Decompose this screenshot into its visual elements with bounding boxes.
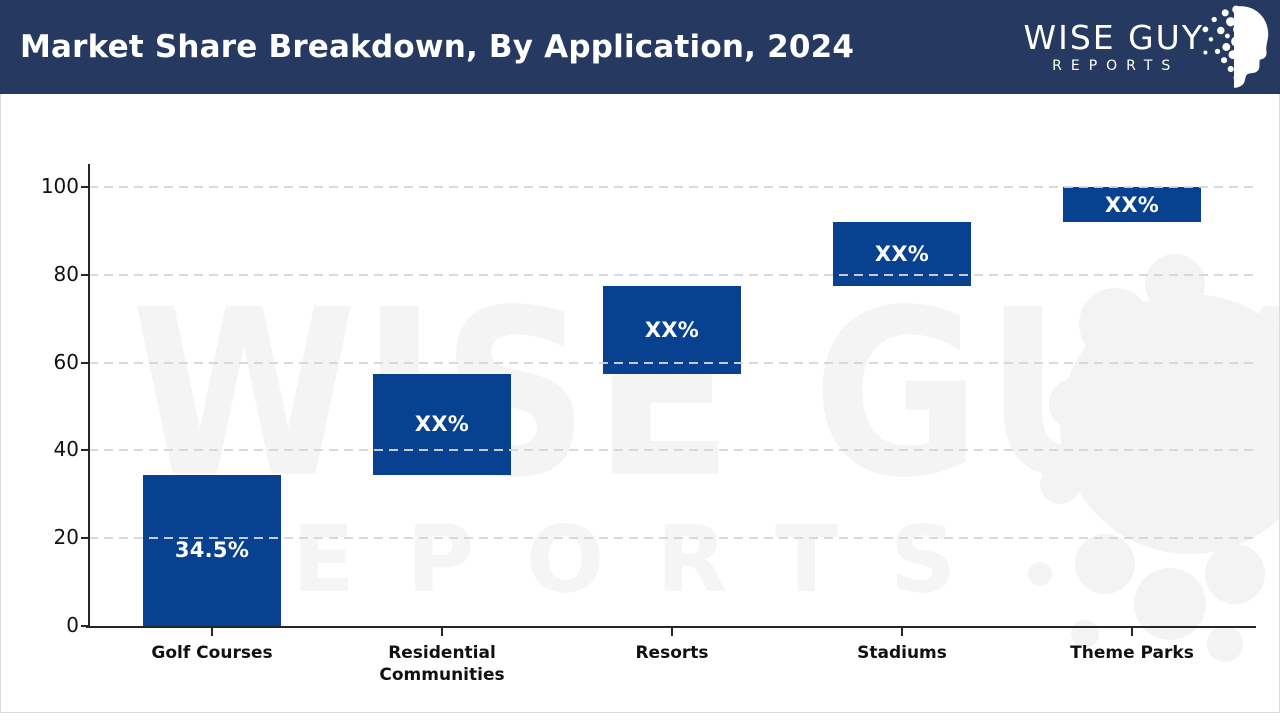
x-category-label-stadiums: Stadiums: [857, 643, 947, 663]
gridline-y-40: [89, 449, 1256, 452]
bar-value-label-theme-parks: XX%: [1104, 192, 1160, 217]
chart-card: WISE GUY REPORTS 34.5% XX% XX% XX% XX% 0 20 40 6…: [0, 94, 1280, 713]
y-tick-80: [81, 273, 89, 276]
bar-segment-golf-courses: 34.5%: [143, 474, 281, 626]
bar-value-label-golf-courses: 34.5%: [174, 538, 250, 563]
y-tick-label-80: 80: [53, 261, 79, 286]
x-axis-line: [86, 626, 1256, 628]
y-tick-label-40: 40: [53, 437, 79, 462]
logo-subtitle: REPORTS: [1052, 58, 1180, 74]
x-tick-stadiums: [901, 628, 903, 636]
watermark-subtitle: REPORTS: [169, 506, 1009, 613]
brand-logo: WISE GUY REPORTS: [1023, 3, 1278, 91]
x-tick-residential-communities: [441, 628, 443, 636]
gridline-y-60: [89, 361, 1256, 364]
x-category-label-golf-courses: Golf Courses: [151, 643, 273, 663]
y-tick-label-20: 20: [53, 525, 79, 550]
brand-logo-text: WISE GUY REPORTS: [1023, 21, 1204, 73]
y-tick-100: [81, 186, 89, 188]
gridline-y-80: [89, 273, 1256, 276]
bar-value-label-stadiums: XX%: [874, 241, 930, 266]
y-tick-label-100: 100: [40, 174, 79, 198]
bar-segment-stadiums: XX%: [833, 222, 971, 286]
gridline-y-100: [89, 186, 1256, 188]
logo-wordmark: WISE GUY: [1023, 18, 1204, 57]
header-bar: Market Share Breakdown, By Application, …: [0, 0, 1280, 94]
bar-segment-theme-parks: XX%: [1063, 187, 1201, 223]
x-tick-golf-courses: [211, 628, 213, 636]
x-category-label-resorts: Resorts: [635, 643, 709, 663]
y-tick-40: [81, 449, 89, 452]
x-category-label-theme-parks: Theme Parks: [1070, 643, 1194, 663]
y-tick-0: [81, 625, 89, 627]
y-tick-20: [81, 537, 89, 540]
page-title: Market Share Breakdown, By Application, …: [20, 29, 855, 65]
logo-face-icon: [1202, 5, 1269, 88]
gridline-y-20: [89, 537, 1256, 540]
y-axis-line: [88, 164, 90, 628]
bar-segment-resorts: XX%: [603, 285, 741, 374]
y-tick-label-60: 60: [53, 349, 79, 374]
bar-segment-residential-communities: XX%: [373, 373, 511, 475]
watermark-face-icon: [1011, 254, 1279, 662]
y-tick-60: [81, 361, 89, 364]
x-tick-resorts: [671, 628, 673, 636]
bar-value-label-residential-communities: XX%: [414, 412, 470, 437]
x-category-label-residential-communities: Residential Communities: [379, 643, 505, 686]
bar-value-label-resorts: XX%: [644, 317, 700, 342]
x-tick-theme-parks: [1131, 628, 1133, 636]
y-tick-label-0: 0: [66, 613, 79, 637]
